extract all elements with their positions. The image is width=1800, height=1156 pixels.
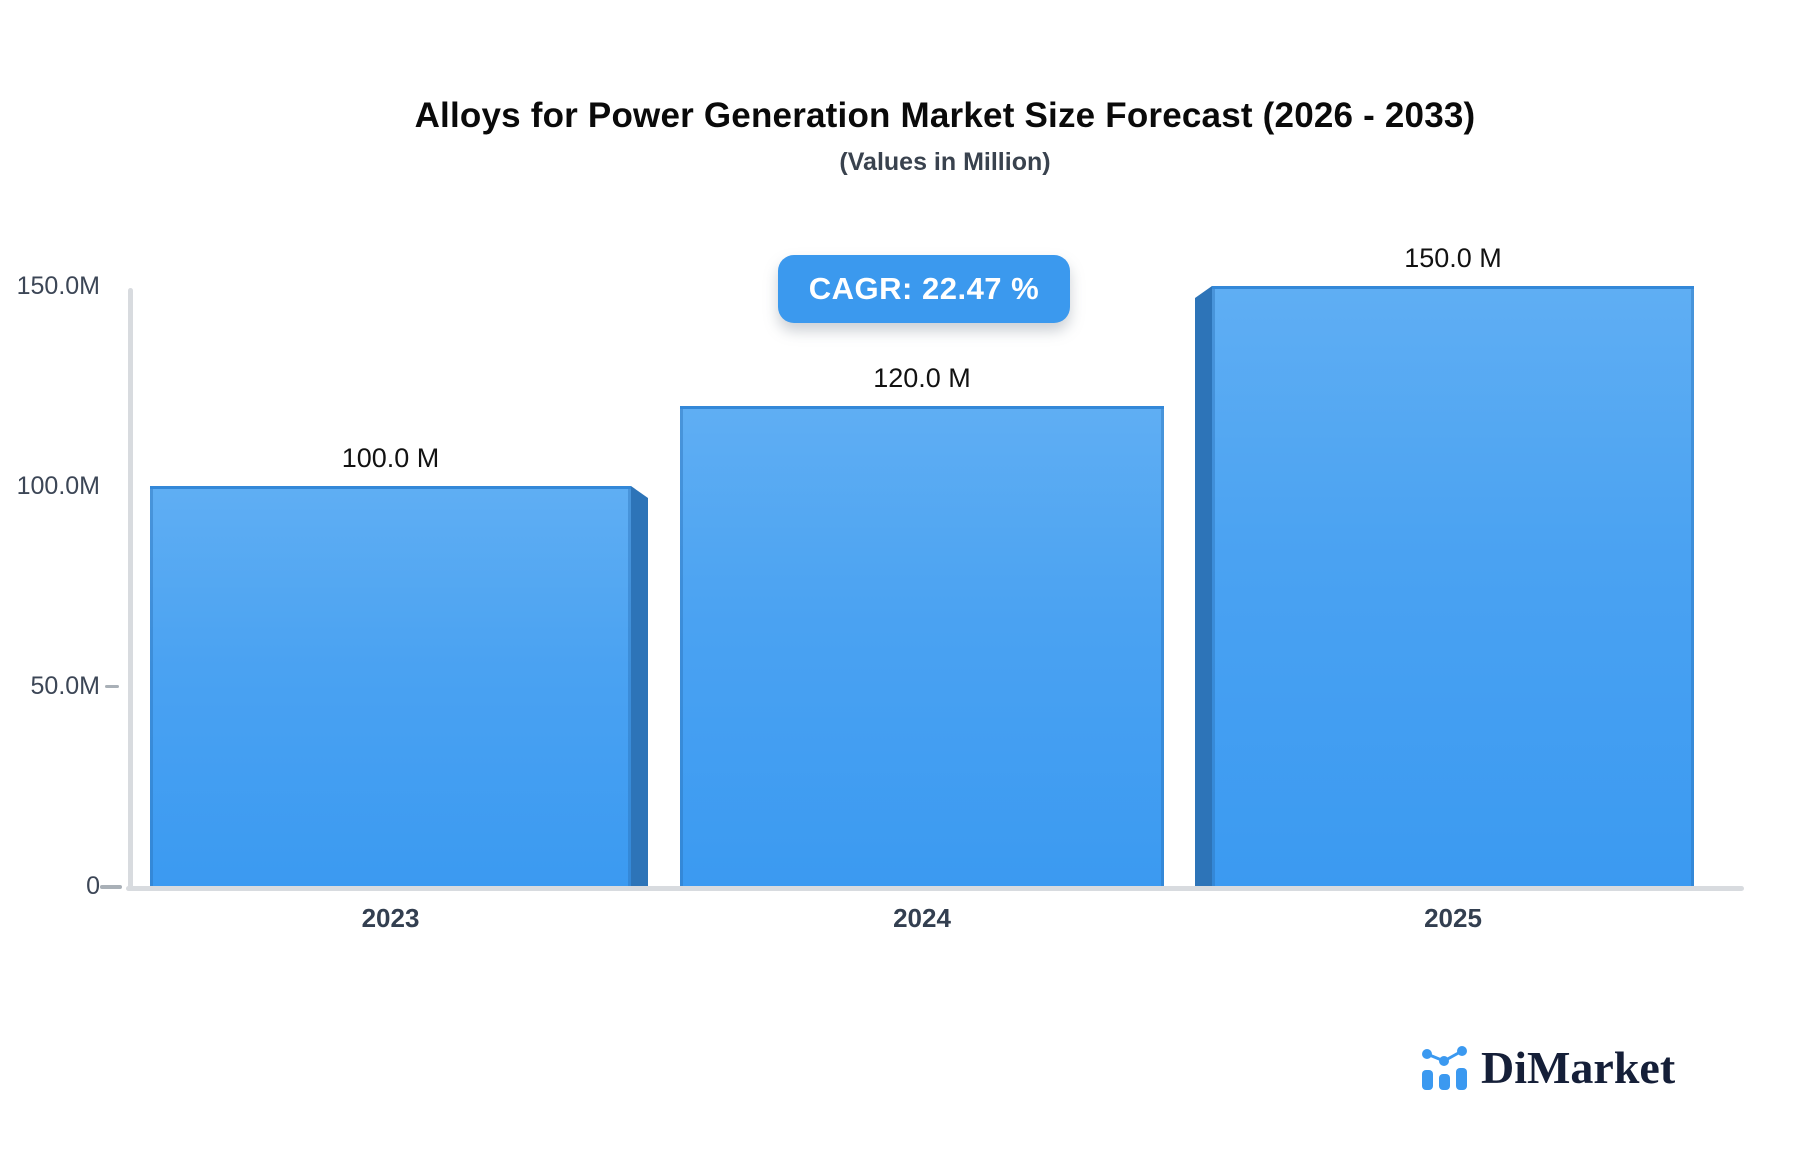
bar-2025 bbox=[1212, 286, 1694, 886]
y-axis-tick-label: 100.0M bbox=[16, 472, 100, 500]
x-axis-label-2024: 2024 bbox=[893, 903, 951, 933]
x-axis-line bbox=[126, 886, 1744, 891]
bar-2023 bbox=[150, 486, 631, 886]
y-axis-tick-mark bbox=[105, 685, 119, 688]
y-axis-tick-mark bbox=[100, 885, 122, 889]
brand-logo: DiMarket bbox=[1419, 1038, 1675, 1098]
cagr-badge-label: CAGR: 22.47 % bbox=[808, 271, 1040, 306]
x-axis-label-2025: 2025 bbox=[1424, 903, 1482, 933]
bar-chart-logo-icon bbox=[1422, 1046, 1467, 1090]
bar-3d-side-2023 bbox=[631, 486, 648, 886]
chart-subtitle: (Values in Million) bbox=[839, 148, 1051, 176]
bar-3d-side-2025 bbox=[1195, 286, 1212, 886]
y-axis-tick-label: 150.0M bbox=[16, 272, 100, 300]
brand-logo-text: DiMarket bbox=[1481, 1042, 1676, 1093]
y-axis-tick-label: 0 bbox=[86, 872, 100, 900]
bar-value-label: 100.0 M bbox=[341, 443, 440, 473]
bar-2024 bbox=[680, 406, 1164, 886]
x-axis-label-2023: 2023 bbox=[361, 903, 420, 933]
bar-value-label: 150.0 M bbox=[1404, 243, 1502, 273]
cagr-badge: CAGR: 22.47 % bbox=[778, 255, 1070, 323]
y-axis-line bbox=[128, 288, 133, 890]
bar-value-label: 120.0 M bbox=[873, 363, 971, 393]
y-axis-tick-label: 50.0M bbox=[30, 672, 100, 700]
chart-title: Alloys for Power Generation Market Size … bbox=[414, 96, 1476, 135]
